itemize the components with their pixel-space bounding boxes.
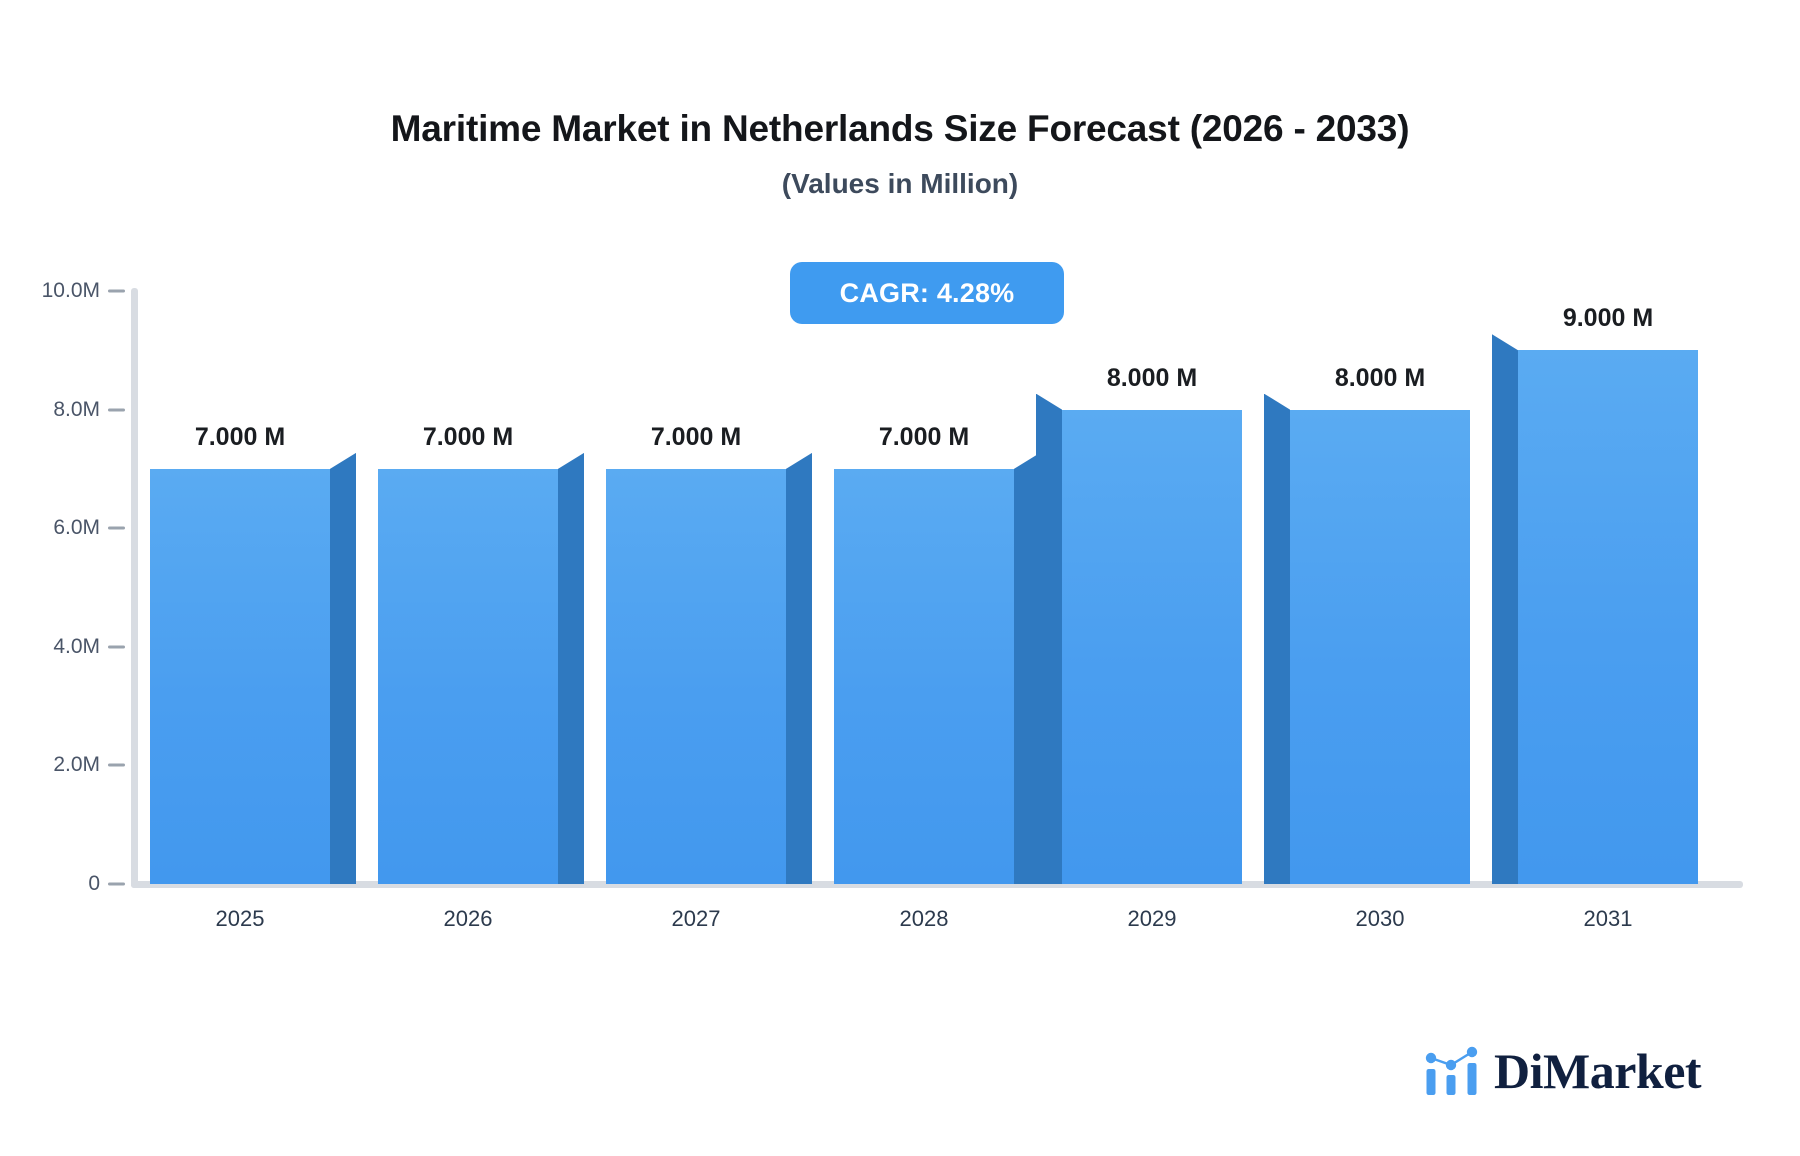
y-axis-tick-mark [108, 882, 125, 886]
bar-value-label: 8.000 M [1106, 363, 1198, 392]
x-axis-tick-label: 2031 [1583, 906, 1633, 931]
bar-front-face [606, 468, 786, 884]
dimarket-logo: DiMarket [1424, 1043, 1702, 1099]
y-axis-tick-label: 0 [88, 872, 100, 895]
bar-front-face [1062, 409, 1242, 884]
bar-value-label: 7.000 M [194, 422, 286, 451]
logo-wordmark: DiMarket [1494, 1043, 1702, 1099]
x-axis-tick-label: 2030 [1355, 906, 1405, 931]
bar-side-face [330, 452, 356, 884]
y-axis-tick-label: 2.0M [53, 753, 100, 777]
bar-value-label: 7.000 M [650, 422, 742, 451]
x-axis-tick-label: 2027 [671, 906, 721, 931]
x-axis-tick-label: 2025 [215, 906, 265, 931]
bar-side-face [786, 452, 812, 884]
bar-front-face [378, 468, 558, 884]
chart-subtitle: (Values in Million) [781, 168, 1019, 199]
bar-side-face [558, 452, 584, 884]
y-axis-tick-label: 8.0M [53, 397, 100, 421]
bar-chart-icon [1424, 1045, 1480, 1097]
bar-front-face [1290, 409, 1470, 884]
bar-value-label: 7.000 M [422, 422, 514, 451]
y-axis-tick-mark [108, 526, 125, 530]
x-axis-tick-label: 2029 [1127, 906, 1177, 931]
bar-side-face [1492, 334, 1518, 884]
bar-side-face [1036, 393, 1062, 884]
bar-value-label: 7.000 M [878, 422, 970, 451]
y-axis-tick-label: 10.0M [41, 279, 100, 302]
bar-side-face [1014, 452, 1040, 884]
bar-front-face [1518, 350, 1698, 884]
bar-value-label: 8.000 M [1334, 363, 1426, 392]
x-axis-line [131, 881, 1743, 888]
bar-front-face [834, 468, 1014, 884]
x-axis-tick-label: 2026 [443, 906, 493, 931]
cagr-badge: CAGR: 4.28% [790, 262, 1064, 324]
y-axis-tick-mark [108, 763, 125, 767]
bar-front-face [150, 468, 330, 884]
y-axis-tick-mark [108, 289, 125, 293]
cagr-badge-label: CAGR: 4.28% [839, 277, 1015, 308]
bar-value-label: 9.000 M [1562, 304, 1654, 333]
y-axis-tick-mark [108, 645, 125, 649]
x-axis-tick-label: 2028 [899, 906, 949, 931]
bar-side-face [1264, 393, 1290, 884]
y-axis-tick-label: 6.0M [53, 516, 100, 540]
y-axis-line [131, 288, 138, 888]
chart-title: Maritime Market in Netherlands Size Fore… [390, 108, 1410, 149]
y-axis-tick-label: 4.0M [53, 634, 100, 658]
y-axis-tick-mark [108, 408, 125, 412]
